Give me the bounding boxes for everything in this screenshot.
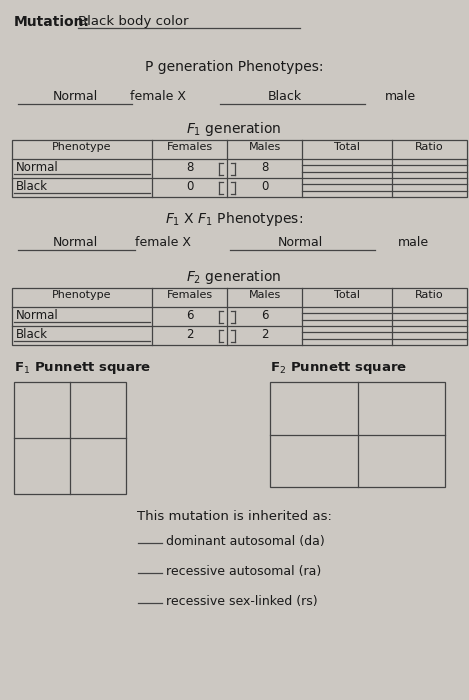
Text: Total: Total (334, 290, 360, 300)
Text: Males: Males (249, 142, 280, 152)
Text: Normal: Normal (16, 309, 59, 322)
Text: $F_1$ generation: $F_1$ generation (186, 120, 281, 138)
Text: 0: 0 (261, 180, 268, 193)
Text: 2: 2 (261, 328, 268, 341)
Text: Males: Males (249, 290, 280, 300)
Text: This mutation is inherited as:: This mutation is inherited as: (136, 510, 332, 523)
Text: P generation Phenotypes:: P generation Phenotypes: (145, 60, 323, 74)
Text: 0: 0 (186, 180, 193, 193)
Text: Normal: Normal (277, 236, 323, 249)
Text: 2: 2 (186, 328, 193, 341)
Text: male: male (397, 236, 429, 249)
Text: 6: 6 (186, 309, 193, 322)
Text: Normal: Normal (53, 236, 98, 249)
Text: female X: female X (130, 90, 186, 103)
Text: 8: 8 (186, 161, 193, 174)
Text: 6: 6 (261, 309, 268, 322)
Bar (12, 288, 467, 345)
Bar (14, 382, 126, 494)
Text: Phenotype: Phenotype (52, 290, 112, 300)
Text: F$_2$ Punnett square: F$_2$ Punnett square (270, 360, 407, 376)
Text: $F_1$ X $F_1$ Phenotypes:: $F_1$ X $F_1$ Phenotypes: (165, 210, 303, 228)
Text: Black: Black (16, 180, 48, 193)
Text: Females: Females (166, 290, 212, 300)
Bar (270, 382, 445, 487)
Text: female X: female X (135, 236, 191, 249)
Text: Ratio: Ratio (415, 290, 444, 300)
Text: Females: Females (166, 142, 212, 152)
Text: recessive sex-linked (rs): recessive sex-linked (rs) (166, 595, 318, 608)
Text: dominant autosomal (da): dominant autosomal (da) (166, 535, 325, 548)
Text: Ratio: Ratio (415, 142, 444, 152)
Text: F$_1$ Punnett square: F$_1$ Punnett square (14, 360, 151, 376)
Text: Phenotype: Phenotype (52, 142, 112, 152)
Bar (12, 140, 467, 197)
Text: recessive autosomal (ra): recessive autosomal (ra) (166, 565, 321, 578)
Text: 8: 8 (261, 161, 268, 174)
Text: Normal: Normal (53, 90, 98, 103)
Text: Normal: Normal (16, 161, 59, 174)
Text: male: male (385, 90, 416, 103)
Text: Total: Total (334, 142, 360, 152)
Text: Black body color: Black body color (78, 15, 189, 29)
Text: Mutation:: Mutation: (14, 15, 90, 29)
Text: Black: Black (16, 328, 48, 341)
Text: $F_2$ generation: $F_2$ generation (186, 268, 281, 286)
Text: Black: Black (268, 90, 302, 103)
